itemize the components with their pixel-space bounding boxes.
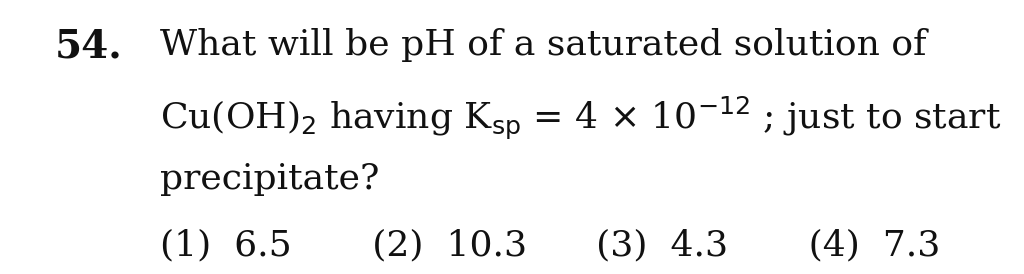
Text: 54.: 54. [55,28,123,66]
Text: (1)  6.5       (2)  10.3      (3)  4.3       (4)  7.3: (1) 6.5 (2) 10.3 (3) 4.3 (4) 7.3 [160,228,940,262]
Text: What will be pH of a saturated solution of: What will be pH of a saturated solution … [160,28,927,62]
Text: precipitate?: precipitate? [160,162,379,196]
Text: Cu(OH)$_2$ having K$_{\mathrm{sp}}$ = 4 $\times$ 10$^{-12}$ ; just to start: Cu(OH)$_2$ having K$_{\mathrm{sp}}$ = 4 … [160,95,1001,142]
